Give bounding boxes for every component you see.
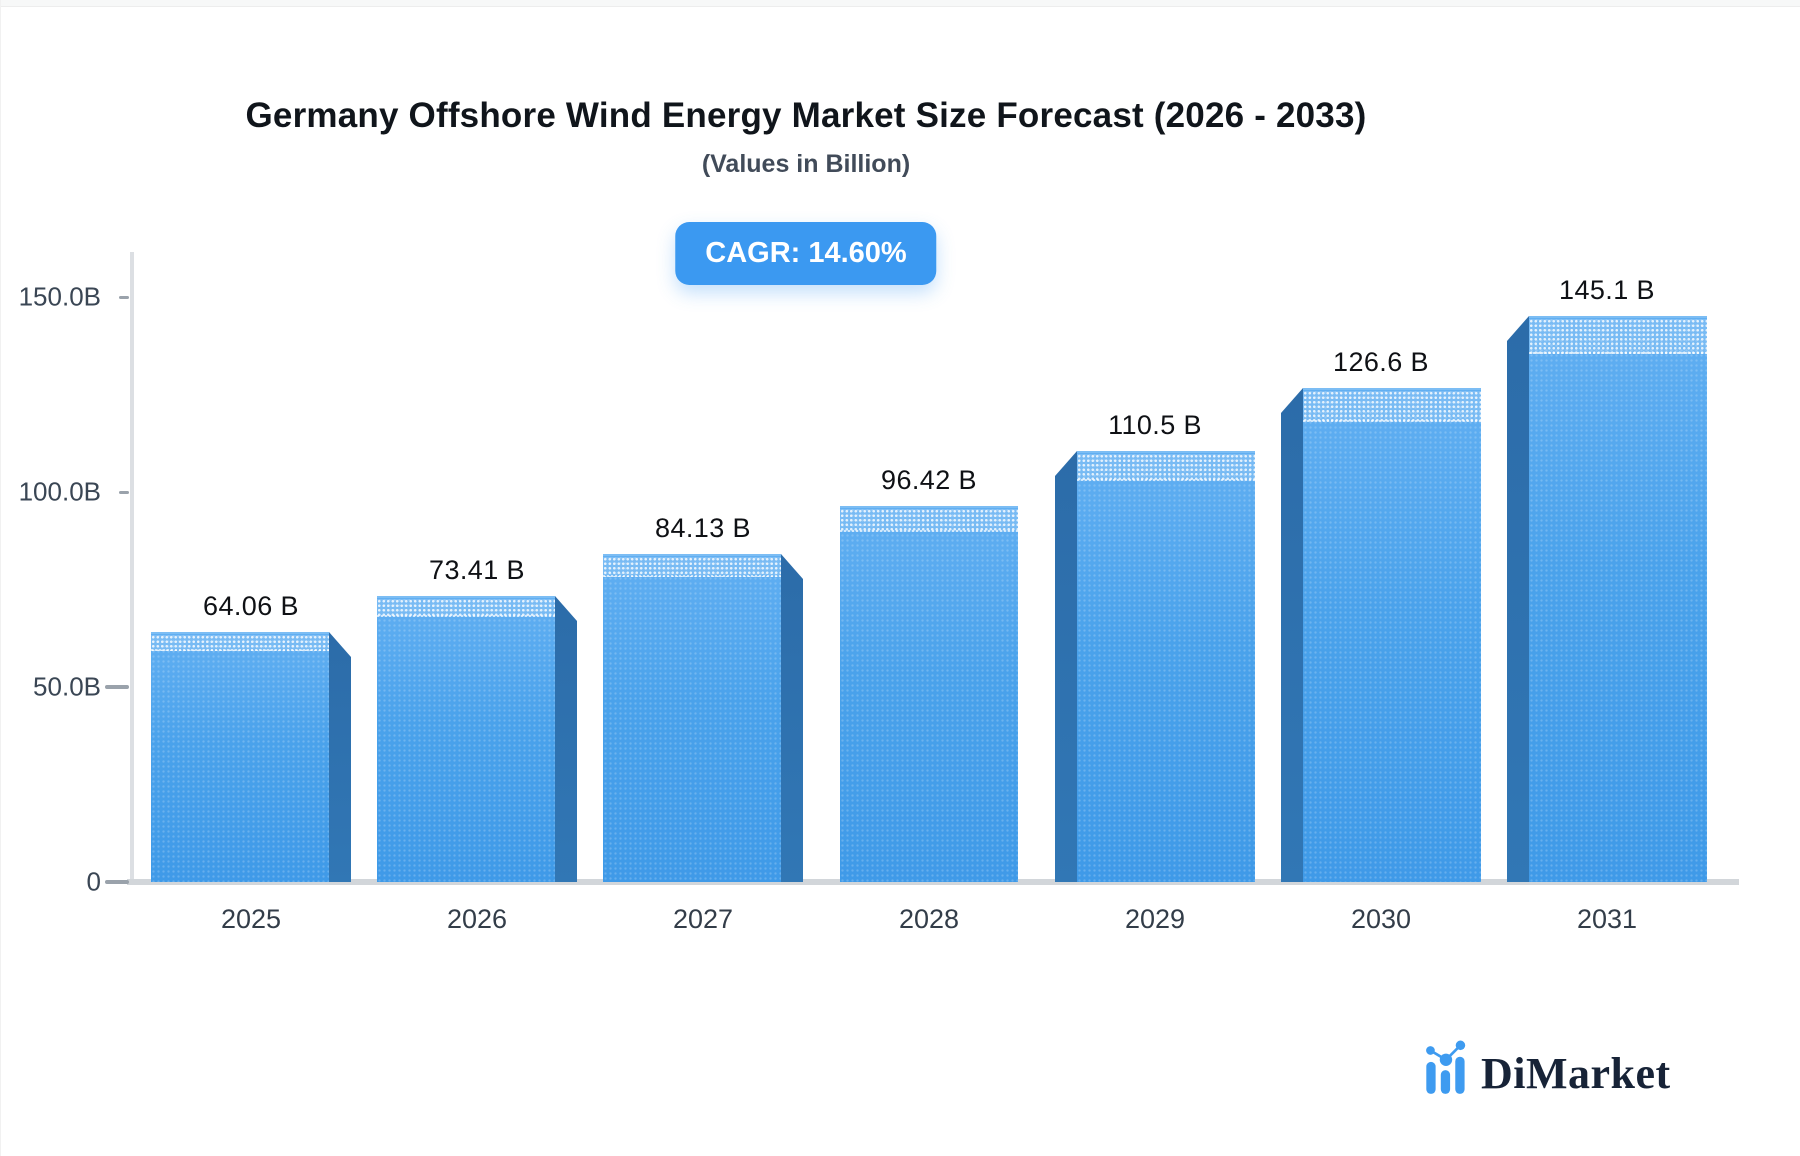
y-tick-mark bbox=[105, 685, 129, 689]
bar-side-shade bbox=[555, 596, 577, 882]
bar-value-label: 64.06 B bbox=[203, 591, 299, 621]
y-tick-label: 50.0B bbox=[33, 671, 101, 702]
y-tick-mark bbox=[119, 295, 129, 299]
bar-face bbox=[1077, 451, 1255, 882]
bar-face bbox=[151, 632, 329, 882]
bar-group-2031: 145.1 B 2031 bbox=[1507, 275, 1707, 934]
bar-group-2028: 96.42 B 2028 bbox=[829, 465, 1029, 934]
bar-top-highlight bbox=[1529, 319, 1707, 354]
bar-group-2026: 73.41 B 2026 bbox=[377, 555, 577, 934]
bar-top-highlight bbox=[151, 635, 329, 651]
chart-subtitle: (Values in Billion) bbox=[701, 150, 911, 178]
bar-side-shade bbox=[781, 554, 803, 882]
y-axis-line bbox=[130, 252, 134, 884]
y-tick-label: 0 bbox=[86, 866, 101, 897]
bar-top-highlight bbox=[603, 557, 781, 577]
y-tick-label: 150.0B bbox=[18, 281, 101, 312]
bar-group-2027: 84.13 B 2027 bbox=[603, 513, 803, 934]
bar-face bbox=[1303, 388, 1481, 882]
x-axis-label: 2025 bbox=[220, 904, 282, 934]
bar-face bbox=[840, 506, 1018, 882]
x-axis-label: 2028 bbox=[898, 904, 960, 934]
cagr-badge: CAGR: 14.60% bbox=[675, 222, 937, 285]
y-tick-mark bbox=[105, 880, 129, 884]
mini-bar-chart-icon bbox=[1426, 1040, 1466, 1094]
bar-value-label: 84.13 B bbox=[655, 513, 751, 543]
x-axis-label: 2026 bbox=[446, 904, 508, 934]
y-tick-mark bbox=[119, 490, 129, 494]
bar-top-highlight bbox=[377, 599, 555, 617]
bar-top-highlight bbox=[840, 509, 1018, 532]
bar-value-label: 110.5 B bbox=[1108, 410, 1202, 440]
bar-group-2025: 64.06 B 2025 bbox=[151, 591, 351, 934]
bar-face bbox=[377, 596, 555, 882]
bar-value-label: 96.42 B bbox=[881, 465, 977, 495]
bar-group-2030: 126.6 B 2030 bbox=[1281, 347, 1481, 934]
dimarket-logo: DiMarket bbox=[1423, 1036, 1671, 1096]
bar-value-label: 73.41 B bbox=[429, 555, 525, 585]
x-axis-label: 2027 bbox=[672, 904, 734, 934]
y-tick-label: 100.0B bbox=[18, 476, 101, 507]
bar-side-shade bbox=[1281, 388, 1303, 882]
bar-value-label: 126.6 B bbox=[1333, 347, 1429, 377]
bar-value-label: 145.1 B bbox=[1559, 275, 1655, 305]
bar-group-2029: 110.5 B 2029 bbox=[1055, 410, 1255, 934]
x-axis-label: 2029 bbox=[1124, 904, 1186, 934]
bar-face bbox=[603, 554, 781, 882]
bar-side-shade bbox=[329, 632, 351, 882]
bar-face bbox=[1529, 316, 1707, 882]
bar-top-highlight bbox=[1077, 454, 1255, 481]
chart-title: Germany Offshore Wind Energy Market Size… bbox=[245, 96, 1367, 135]
page-top-edge bbox=[1, 0, 1800, 7]
bar-side-shade bbox=[1055, 451, 1077, 882]
bar-top-highlight bbox=[1303, 391, 1481, 422]
bar-side-shade bbox=[1507, 316, 1529, 882]
x-axis-label: 2031 bbox=[1576, 904, 1638, 934]
x-axis-label: 2030 bbox=[1350, 904, 1412, 934]
logo-text: DiMarket bbox=[1481, 1049, 1671, 1098]
x-axis-baseline bbox=[127, 879, 1739, 885]
